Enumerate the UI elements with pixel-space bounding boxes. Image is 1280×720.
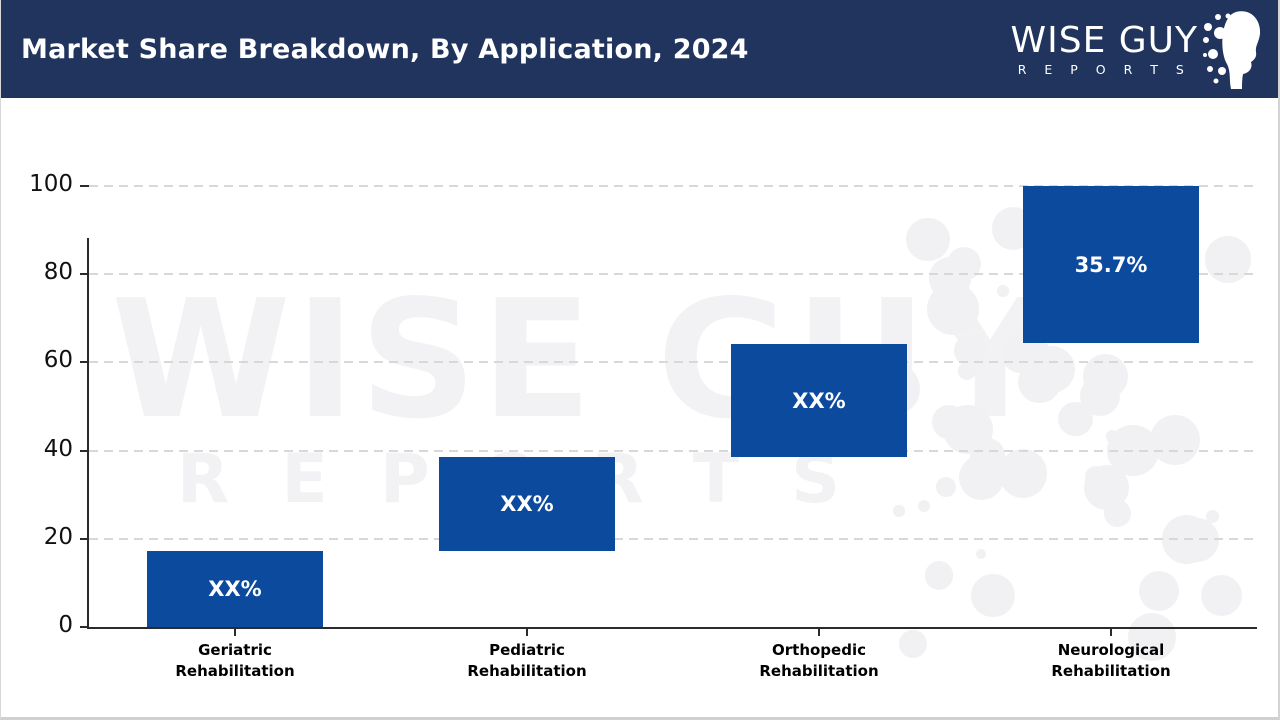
x-tick-mark [818, 627, 820, 636]
watermark-dot [1105, 429, 1119, 443]
category-label-pediatric: Pediatric Rehabilitation [381, 640, 673, 682]
bar-neurological: 35.7% [1023, 186, 1199, 344]
y-axis-line [87, 238, 89, 629]
watermark-dot [1206, 510, 1219, 523]
watermark-dot [1104, 500, 1131, 527]
watermark-dot [971, 573, 1015, 617]
bar-geriatric: XX% [147, 551, 323, 627]
y-tick-label: 0 [58, 612, 73, 638]
gridline [89, 185, 1257, 187]
category-label-line: Orthopedic [772, 641, 866, 659]
watermark-dot [899, 630, 928, 658]
watermark-dot [954, 335, 986, 367]
watermark-dot [1200, 574, 1243, 616]
gridline [89, 537, 1257, 540]
category-label-orthopedic: Orthopedic Rehabilitation [673, 640, 965, 682]
watermark-dot [958, 455, 1004, 501]
gridline [89, 273, 1257, 276]
category-label-line: Neurological [1057, 641, 1165, 659]
category-label-neurological: Neurological Rehabilitation [965, 640, 1257, 682]
x-axis-line [87, 627, 1257, 629]
y-tick-label: 20 [43, 523, 73, 550]
watermark-dot [946, 408, 969, 431]
watermark-dot [976, 549, 987, 560]
bar-value-label: XX% [792, 388, 846, 413]
category-label-line: Rehabilitation [467, 662, 587, 680]
category-label-line: Pediatric [489, 641, 565, 659]
category-label-geriatric: Geriatric Rehabilitation [89, 640, 381, 682]
bar-pediatric: XX% [439, 457, 615, 552]
wise-guy-logo: WISE GUY R E P O R T S [1011, 7, 1265, 91]
y-tick-mark [80, 449, 89, 452]
logo-wordmark-line1: WISE GUY [1010, 19, 1198, 61]
watermark-dot [997, 285, 1009, 297]
watermark-dot [1084, 466, 1107, 488]
watermark-dot [1209, 247, 1229, 267]
bar-value-label: 35.7% [1074, 252, 1148, 277]
watermark-dot [1139, 570, 1180, 611]
page-title: Market Share Breakdown, By Application, … [21, 33, 749, 65]
watermark-dot [924, 561, 954, 590]
gridline [89, 361, 1257, 364]
logo-face-icon [1203, 11, 1261, 90]
logo-wordmark-line2: R E P O R T S [1017, 61, 1191, 77]
bar-orthopedic: XX% [731, 344, 907, 458]
x-tick-mark [234, 627, 236, 636]
watermark-dot [893, 505, 905, 517]
y-tick-label: 40 [43, 435, 73, 462]
watermark-dot [1058, 401, 1094, 437]
category-label-line: Rehabilitation [175, 662, 295, 680]
gridline [89, 449, 1257, 452]
y-tick-label: 100 [29, 171, 73, 197]
watermark-dot [1149, 414, 1200, 465]
y-tick-mark [80, 626, 89, 628]
watermark-dot [1128, 613, 1177, 662]
watermark-dot [928, 257, 972, 300]
watermark-dot [906, 217, 950, 262]
y-tick-mark [80, 185, 89, 187]
watermark-dot [998, 449, 1048, 498]
watermark-dot [958, 362, 976, 380]
y-tick-label: 80 [43, 259, 73, 286]
category-label-line: Geriatric [198, 641, 272, 659]
logo-wordmark: WISE GUY R E P O R T S [1010, 19, 1199, 77]
category-label-line: Rehabilitation [759, 662, 879, 680]
bar-value-label: XX% [500, 492, 554, 517]
y-tick-label: 60 [43, 347, 73, 374]
watermark-dot [1027, 346, 1075, 394]
y-tick-mark [80, 273, 89, 276]
category-label-line: Rehabilitation [1051, 662, 1171, 680]
header: Market Share Breakdown, By Application, … [1, 0, 1278, 98]
watermark-dot [936, 477, 956, 498]
y-tick-mark [80, 361, 89, 364]
x-tick-mark [1110, 627, 1112, 636]
x-tick-mark [526, 627, 528, 636]
y-tick-mark [80, 537, 89, 540]
watermark-dot [918, 499, 931, 512]
plot-area: 0 20 40 60 80 100 XX% Geriatric Rehabilitation XX… [1, 98, 1278, 717]
watermark-dot [949, 425, 970, 447]
watermark-dot [1174, 517, 1220, 562]
bar-value-label: XX% [208, 577, 262, 602]
